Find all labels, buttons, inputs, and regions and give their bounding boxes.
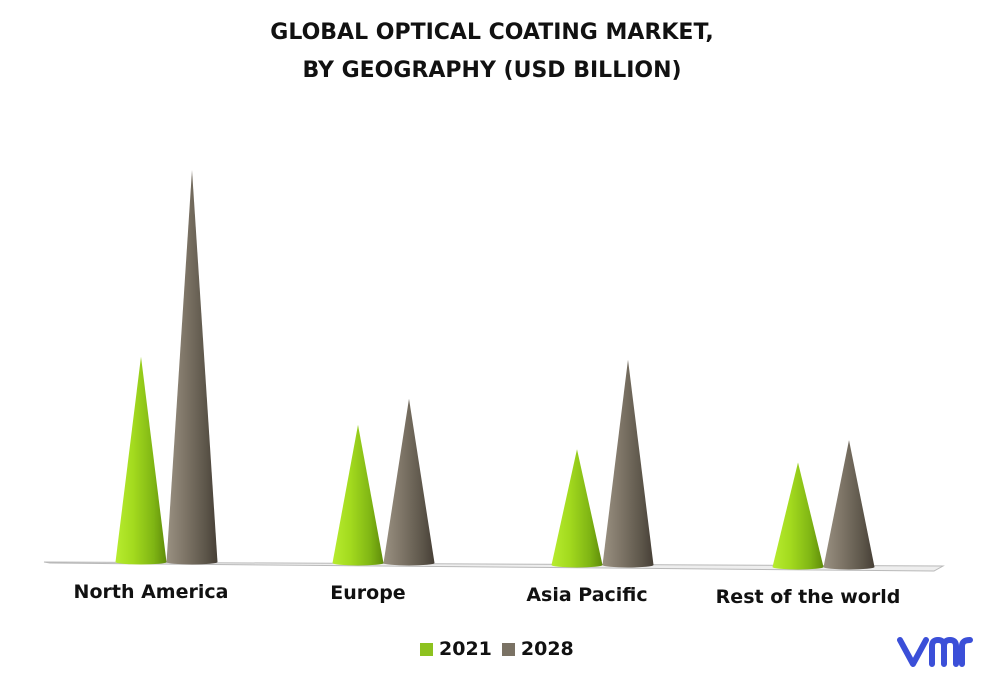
cone-north-america-2021	[115, 356, 167, 562]
cone-europe-2021	[332, 424, 384, 563]
cone-base-asia-pacific-2021	[551, 562, 603, 568]
cone-rest-of-the-world-2028	[823, 440, 875, 567]
x-tick-label-europe: Europe	[330, 582, 405, 604]
vmr-logo	[897, 636, 973, 667]
legend-item-2021: 2021	[420, 638, 492, 660]
cone-rest-of-the-world-2021	[772, 462, 824, 567]
cone-base-rest-of-the-world-2028	[823, 564, 875, 570]
cone-base-north-america-2021	[115, 559, 167, 565]
cone-asia-pacific-2028	[602, 359, 654, 565]
cone-base-rest-of-the-world-2021	[772, 564, 824, 570]
legend-swatch-2028	[501, 642, 515, 656]
cone-north-america-2028	[166, 170, 218, 562]
legend-item-2028: 2028	[501, 638, 574, 660]
chart-subtitle: BY GEOGRAPHY (USD BILLION)	[302, 58, 682, 83]
cone-asia-pacific-2021	[551, 449, 603, 565]
cone-base-europe-2021	[332, 560, 384, 566]
x-tick-label-north-america: North America	[74, 581, 229, 603]
legend-swatch-2021	[420, 642, 433, 656]
cone-europe-2028	[383, 398, 435, 563]
x-tick-label-rest-of-the-world: Rest of the world	[716, 586, 901, 608]
legend-label-2021: 2021	[439, 638, 492, 660]
cone-base-asia-pacific-2028	[602, 562, 654, 568]
cone-base-europe-2028	[383, 560, 435, 566]
legend-label-2028: 2028	[520, 638, 574, 660]
cone-base-north-america-2028	[166, 559, 218, 565]
x-tick-label-asia-pacific: Asia Pacific	[526, 584, 647, 606]
chart-title: GLOBAL OPTICAL COATING MARKET,	[270, 20, 714, 45]
chart-legend: 2021 2028	[420, 638, 574, 660]
